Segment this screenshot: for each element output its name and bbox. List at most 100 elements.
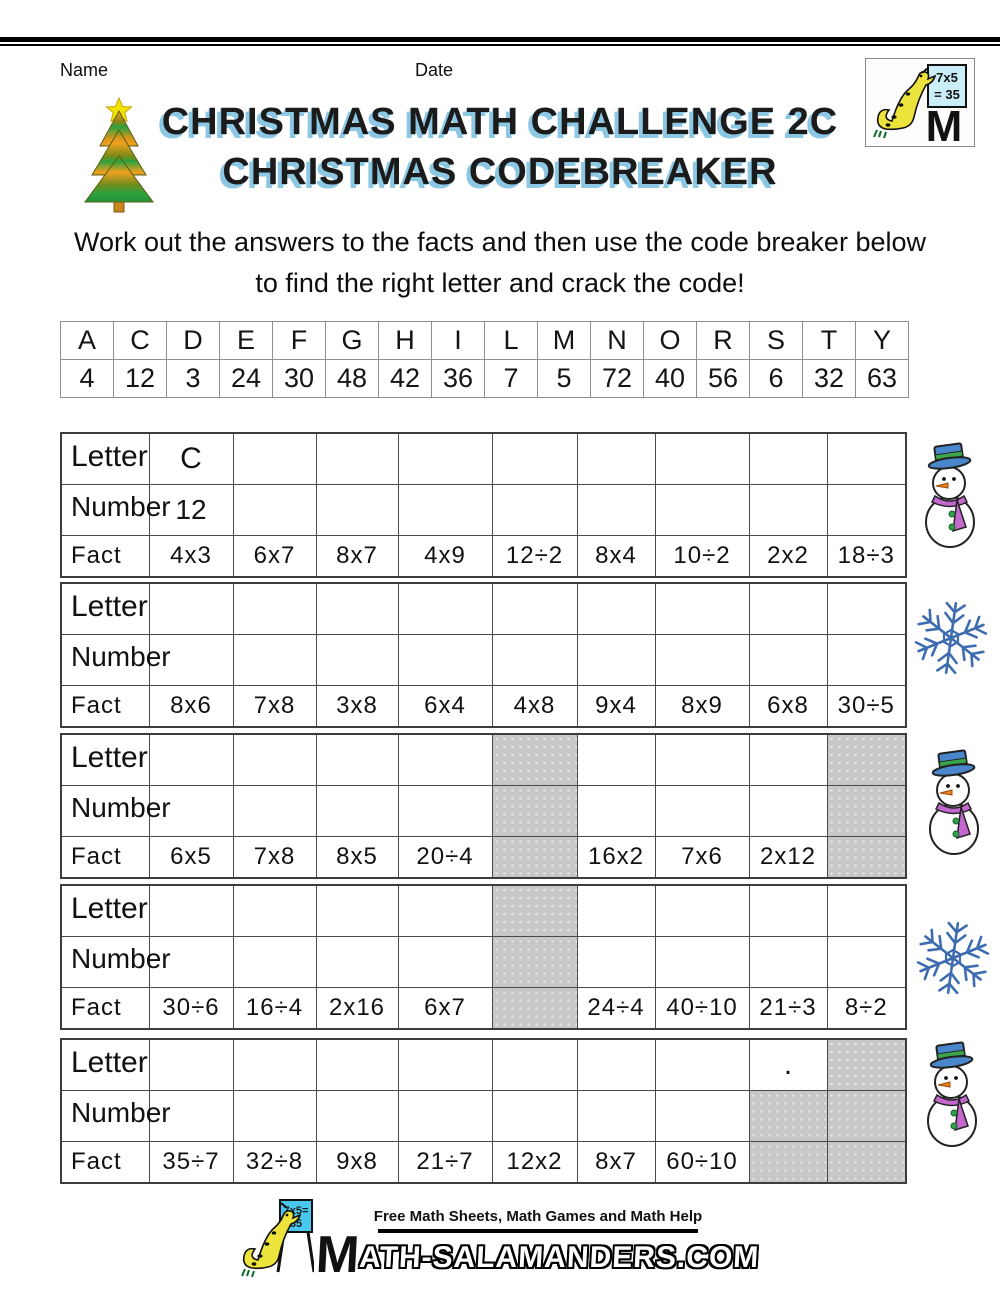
answer-number-cell[interactable] [397, 634, 493, 686]
answer-number-cell[interactable] [232, 785, 317, 837]
answer-letter-cell[interactable] [826, 432, 907, 485]
answer-letter-cell[interactable] [232, 733, 317, 786]
fact-cell: 4x9 [397, 535, 493, 578]
fact-row: Fact 35÷7 32÷8 9x8 21÷7 12x2 8x7 60÷10 [60, 1141, 907, 1184]
answer-letter-cell[interactable] [397, 884, 493, 937]
answer-letter-cell[interactable] [576, 582, 656, 635]
fact-cell: 21÷7 [397, 1141, 493, 1184]
answer-number-cell[interactable] [654, 484, 750, 536]
answer-number-cell[interactable] [654, 936, 750, 988]
answer-number-cell[interactable] [576, 1090, 656, 1142]
salamander-logo-icon: 7x5 = 35 M [873, 64, 967, 145]
answer-number-cell[interactable] [315, 484, 399, 536]
snowflake-icon [911, 916, 995, 1000]
answer-letter-cell[interactable] [397, 1038, 493, 1091]
footer: 7x5= 35 Free Math Sheets, Math Games and… [0, 1198, 1000, 1284]
answer-number-cell[interactable] [748, 634, 828, 686]
answer-number-cell[interactable] [826, 484, 907, 536]
answer-number-cell[interactable] [397, 484, 493, 536]
answer-letter-cell[interactable] [748, 884, 828, 937]
answer-number-cell[interactable] [148, 785, 234, 837]
answer-number-cell[interactable] [148, 634, 234, 686]
answer-number-cell[interactable] [232, 936, 317, 988]
answer-letter-cell[interactable] [397, 432, 493, 485]
snowman-icon [923, 748, 987, 856]
answer-letter-cell[interactable] [315, 582, 399, 635]
answer-letter-cell[interactable] [148, 1038, 234, 1091]
answer-letter-cell[interactable] [315, 432, 399, 485]
answer-letter-cell[interactable] [232, 432, 317, 485]
christmas-tree-icon [84, 97, 154, 213]
answer-number-cell[interactable] [397, 1090, 493, 1142]
puzzle-table-4: Letter Number Fact 30÷6 16÷4 2x16 6x7 24÷4 40÷10… [60, 884, 907, 1030]
answer-letter-cell[interactable] [654, 733, 750, 786]
code-letter-cell: E [219, 321, 273, 360]
answer-number-cell[interactable] [397, 785, 493, 837]
answer-letter-cell[interactable] [148, 733, 234, 786]
row-label-fact: Fact [60, 1141, 150, 1184]
answer-number-cell[interactable] [748, 785, 828, 837]
answer-letter-cell[interactable] [576, 432, 656, 485]
answer-number-cell[interactable] [654, 1090, 750, 1142]
answer-letter-cell[interactable] [232, 582, 317, 635]
answer-number-cell[interactable] [748, 936, 828, 988]
answer-number-cell[interactable] [576, 785, 656, 837]
answer-number-cell[interactable] [491, 634, 578, 686]
answer-letter-cell[interactable] [826, 884, 907, 937]
answer-letter-cell[interactable] [654, 582, 750, 635]
code-number-cell: 12 [113, 359, 167, 398]
puzzle-table-1: Letter C Number 12 Fact 4x3 6x7 8x7 4x9 12÷2 8x4 10… [60, 432, 907, 578]
answer-letter-cell[interactable] [748, 733, 828, 786]
answer-number-cell[interactable] [491, 1090, 578, 1142]
answer-letter-cell[interactable] [232, 884, 317, 937]
answer-letter-cell[interactable] [315, 1038, 399, 1091]
footer-rule [377, 1229, 698, 1233]
answer-number-cell[interactable] [748, 484, 828, 536]
code-number-cell: 30 [272, 359, 326, 398]
answer-letter-cell[interactable] [397, 582, 493, 635]
answer-letter-cell[interactable] [576, 884, 656, 937]
answer-number-cell[interactable] [315, 634, 399, 686]
answer-number-cell[interactable] [576, 484, 656, 536]
code-number-cell: 56 [696, 359, 750, 398]
answer-letter-cell[interactable] [826, 582, 907, 635]
answer-letter-cell[interactable] [148, 884, 234, 937]
fact-cell: 4x8 [491, 685, 578, 728]
answer-number-cell[interactable] [232, 484, 317, 536]
answer-number-cell[interactable] [232, 634, 317, 686]
answer-number-cell[interactable] [826, 936, 907, 988]
answer-number-cell[interactable] [315, 936, 399, 988]
code-letter-cell: Y [855, 321, 909, 360]
answer-letter-cell[interactable] [397, 733, 493, 786]
answer-number-cell[interactable] [654, 634, 750, 686]
answer-number-cell[interactable] [232, 1090, 317, 1142]
answer-letter-cell[interactable] [576, 1038, 656, 1091]
answer-letter-cell[interactable] [748, 432, 828, 485]
answer-number-cell[interactable] [315, 785, 399, 837]
answer-letter-cell[interactable] [315, 884, 399, 937]
shaded-cell [491, 836, 578, 879]
answer-letter-cell[interactable] [748, 582, 828, 635]
puzzle-table-2: Letter Number Fact 8x6 7x8 3x8 6x4 4x8 9x4 8x9 6x8… [60, 582, 907, 728]
answer-letter-cell[interactable] [654, 432, 750, 485]
answer-letter-cell[interactable] [491, 1038, 578, 1091]
answer-number-cell[interactable] [491, 484, 578, 536]
answer-letter-cell[interactable] [491, 582, 578, 635]
answer-number-cell[interactable] [576, 634, 656, 686]
answer-letter-cell[interactable] [491, 432, 578, 485]
answer-letter-cell[interactable] [576, 733, 656, 786]
answer-letter-cell[interactable] [315, 733, 399, 786]
answer-number-cell[interactable] [654, 785, 750, 837]
answer-letter-cell[interactable] [232, 1038, 317, 1091]
answer-number-cell[interactable] [315, 1090, 399, 1142]
row-label-fact: Fact [60, 987, 150, 1030]
answer-letter-cell[interactable] [654, 1038, 750, 1091]
answer-number-cell[interactable] [576, 936, 656, 988]
code-letter-cell: F [272, 321, 326, 360]
answer-number-cell[interactable] [397, 936, 493, 988]
answer-number-cell[interactable] [148, 1090, 234, 1142]
shaded-cell [491, 733, 578, 786]
answer-number-cell[interactable] [826, 634, 907, 686]
answer-letter-cell[interactable] [654, 884, 750, 937]
answer-letter-cell[interactable] [148, 582, 234, 635]
